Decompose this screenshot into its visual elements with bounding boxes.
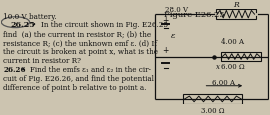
Text: find  (a) the current in resistor R; (b) the: find (a) the current in resistor R; (b) … bbox=[4, 30, 151, 38]
Text: Figure E26.25: Figure E26.25 bbox=[164, 11, 224, 19]
Text: 6.00 Ω: 6.00 Ω bbox=[221, 63, 245, 71]
Text: •  Find the emfs ε₁ and ε₂ in the cir-: • Find the emfs ε₁ and ε₂ in the cir- bbox=[21, 65, 151, 73]
Text: 4.00 A: 4.00 A bbox=[221, 38, 244, 46]
Text: 10.0 V battery.: 10.0 V battery. bbox=[4, 13, 57, 21]
Text: 6.00 A: 6.00 A bbox=[212, 78, 235, 86]
Text: +: + bbox=[163, 16, 169, 25]
Text: x: x bbox=[215, 63, 220, 71]
Text: •  In the circuit shown in Fig. E26.25: • In the circuit shown in Fig. E26.25 bbox=[32, 21, 168, 29]
Text: the circuit is broken at point x, what is the: the circuit is broken at point x, what i… bbox=[4, 48, 158, 56]
Text: current in resistor R?: current in resistor R? bbox=[4, 57, 81, 65]
Text: 26.26: 26.26 bbox=[4, 65, 26, 73]
Text: ε: ε bbox=[171, 32, 175, 40]
Bar bbox=[183, 94, 242, 104]
Text: R: R bbox=[233, 1, 239, 9]
Text: 26.25: 26.25 bbox=[10, 21, 35, 29]
Text: +: + bbox=[163, 45, 169, 54]
Text: 28.0 V: 28.0 V bbox=[164, 6, 188, 14]
Text: resistance R; (c) the unknown emf ε. (d) If: resistance R; (c) the unknown emf ε. (d)… bbox=[4, 39, 157, 47]
Bar bbox=[221, 52, 261, 62]
Text: 3.00 Ω: 3.00 Ω bbox=[201, 106, 225, 114]
Text: difference of point b relative to point a.: difference of point b relative to point … bbox=[4, 83, 147, 91]
Bar bbox=[215, 10, 256, 20]
Text: cuit of Fig. E26.26, and find the potential: cuit of Fig. E26.26, and find the potent… bbox=[4, 74, 154, 82]
